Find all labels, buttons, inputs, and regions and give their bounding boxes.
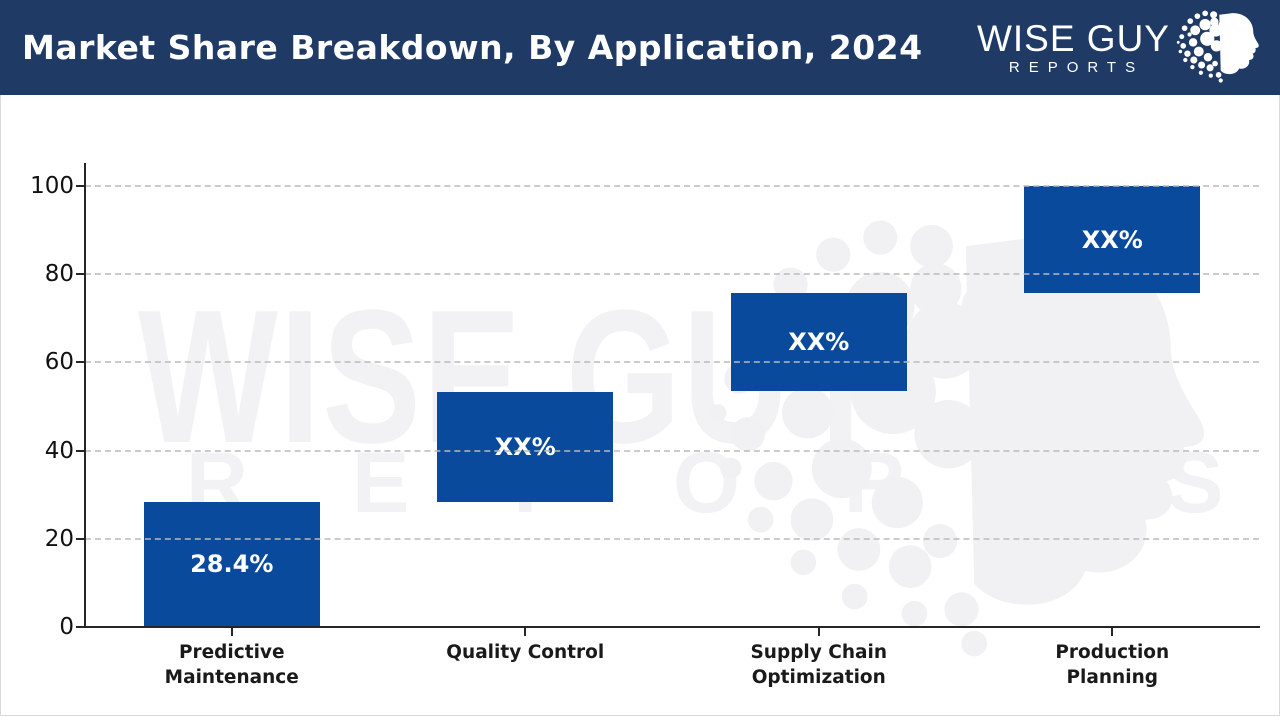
bar-supply-chain-optimization: XX% — [730, 293, 907, 392]
logo-primary-text: WISE GUY — [976, 17, 1170, 59]
category-label-quality-control: Quality Control — [446, 642, 605, 663]
gridline — [85, 185, 1259, 187]
gridline — [85, 361, 1259, 364]
y-tick-mark — [76, 449, 84, 452]
x-axis-line — [84, 626, 1260, 628]
category-label-production-planning: Production Planning — [1055, 642, 1170, 688]
wise-guy-reports-logo: WISE GUY REPORTS — [977, 6, 1266, 90]
bar-value-label: XX% — [494, 432, 556, 461]
y-tick-mark — [76, 185, 84, 187]
page-title: Market Share Breakdown, By Application, … — [22, 28, 923, 67]
y-axis-line — [84, 163, 86, 628]
y-tick-label: 0 — [59, 614, 74, 640]
gridline — [85, 273, 1259, 276]
y-tick-mark — [76, 273, 84, 276]
logo-text: WISE GUY REPORTS — [976, 17, 1170, 77]
category-label-supply-chain-optimization: Supply Chain Optimization — [750, 642, 888, 688]
gridline — [85, 449, 1259, 452]
x-tick-mark — [817, 628, 820, 636]
y-tick-mark — [76, 361, 84, 364]
y-tick-mark — [76, 626, 84, 628]
bar-predictive-maintenance: 28.4% — [143, 501, 320, 627]
gridline — [85, 537, 1259, 540]
category-label-predictive-maintenance: Predictive Maintenance — [164, 642, 299, 688]
x-tick-mark — [1111, 628, 1114, 636]
logo-secondary-text: REPORTS — [1008, 59, 1145, 77]
y-tick-label: 80 — [44, 261, 74, 288]
y-tick-label: 40 — [44, 437, 74, 464]
y-tick-mark — [76, 537, 84, 540]
x-tick-mark — [230, 628, 233, 636]
bar-quality-control: XX% — [437, 391, 614, 502]
bar-value-label: XX% — [1081, 225, 1143, 254]
bar-value-label: XX% — [788, 328, 850, 357]
header-bar: Market Share Breakdown, By Application, … — [0, 0, 1280, 95]
logo-face-icon — [1176, 10, 1259, 83]
bar-production-planning: XX% — [1024, 186, 1201, 294]
x-tick-mark — [524, 628, 527, 636]
y-tick-label: 60 — [44, 349, 74, 376]
y-tick-label: 100 — [30, 173, 74, 199]
y-tick-label: 20 — [44, 525, 74, 552]
bar-value-label: 28.4% — [190, 550, 274, 579]
